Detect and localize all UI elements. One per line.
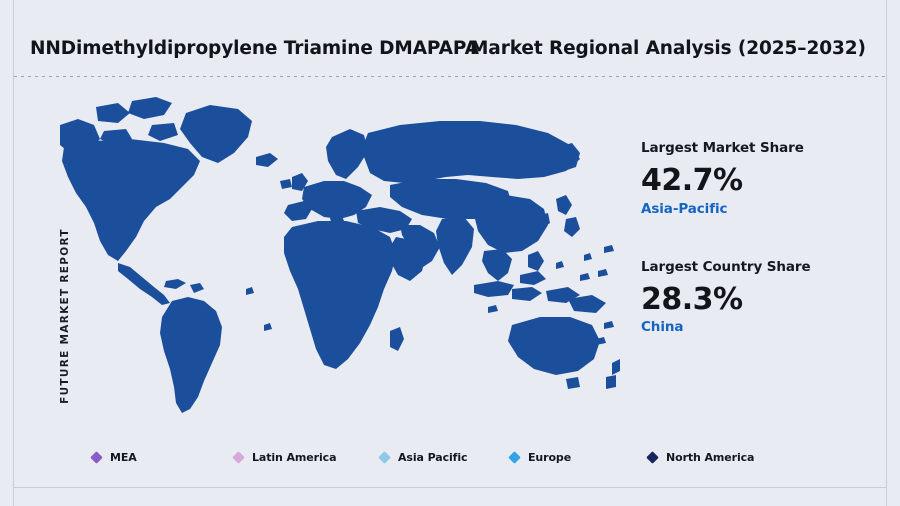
legend-label: MEA — [110, 450, 137, 464]
stat-region: Asia-Pacific — [641, 200, 728, 217]
legend-label: Latin America — [252, 450, 337, 464]
page-title-subject: NNDimethyldipropylene Triamine DMAPAPA — [30, 38, 479, 59]
legend-item-latin-america: Latin America — [232, 446, 337, 468]
legend-swatch-icon — [508, 450, 521, 464]
stat-value: 42.7% — [641, 163, 743, 198]
stat-card-market-share: Largest Market Share 42.7% Asia-Pacific — [641, 140, 881, 217]
stats-panel: Largest Market Share 42.7% Asia-Pacific … — [641, 140, 881, 377]
legend-swatch-icon — [232, 450, 245, 464]
legend-swatch-icon — [378, 450, 391, 464]
legend-item-asia-pacific: Asia Pacific — [378, 446, 468, 468]
legend-label: North America — [666, 450, 755, 464]
legend-label: Asia Pacific — [398, 450, 468, 464]
legend-item-mea: MEA — [90, 446, 137, 468]
stat-label: Largest Country Share — [641, 258, 811, 275]
world-map — [60, 95, 620, 415]
legend-swatch-icon — [90, 450, 103, 464]
legend-item-north-america: North America — [646, 446, 755, 468]
stat-region: China — [641, 319, 684, 335]
header-divider — [14, 76, 886, 77]
page-title-scope: Market Regional Analysis (2025–2032) — [470, 38, 866, 59]
map-legend: MEA Latin America Asia Pacific Europe No… — [60, 446, 840, 468]
world-map-svg — [60, 97, 620, 413]
stat-value: 28.3% — [641, 281, 743, 317]
landmass-group — [60, 97, 620, 413]
frame-border-left — [13, 0, 14, 506]
legend-item-europe: Europe — [508, 446, 572, 468]
frame-border-right — [886, 0, 887, 506]
legend-swatch-icon — [646, 450, 659, 464]
stat-label: Largest Market Share — [641, 140, 804, 156]
legend-label: Europe — [528, 450, 572, 464]
frame-border-bottom — [13, 487, 887, 488]
stat-card-country-share: Largest Country Share 28.3% China — [641, 259, 881, 336]
